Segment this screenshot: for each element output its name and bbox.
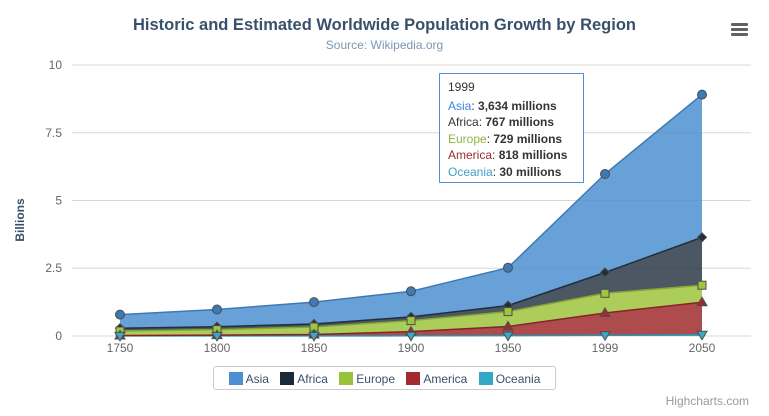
svg-text:1850: 1850 bbox=[301, 341, 328, 355]
svg-text:1800: 1800 bbox=[204, 341, 231, 355]
svg-text:2.5: 2.5 bbox=[45, 261, 62, 275]
svg-text:1900: 1900 bbox=[398, 341, 425, 355]
svg-text:2050: 2050 bbox=[689, 341, 716, 355]
svg-text:1750: 1750 bbox=[107, 341, 134, 355]
svg-text:1999: 1999 bbox=[592, 341, 619, 355]
svg-text:7.5: 7.5 bbox=[45, 126, 62, 140]
svg-text:5: 5 bbox=[55, 194, 62, 208]
svg-text:10: 10 bbox=[49, 58, 63, 72]
svg-text:1950: 1950 bbox=[495, 341, 522, 355]
svg-text:0: 0 bbox=[55, 329, 62, 343]
